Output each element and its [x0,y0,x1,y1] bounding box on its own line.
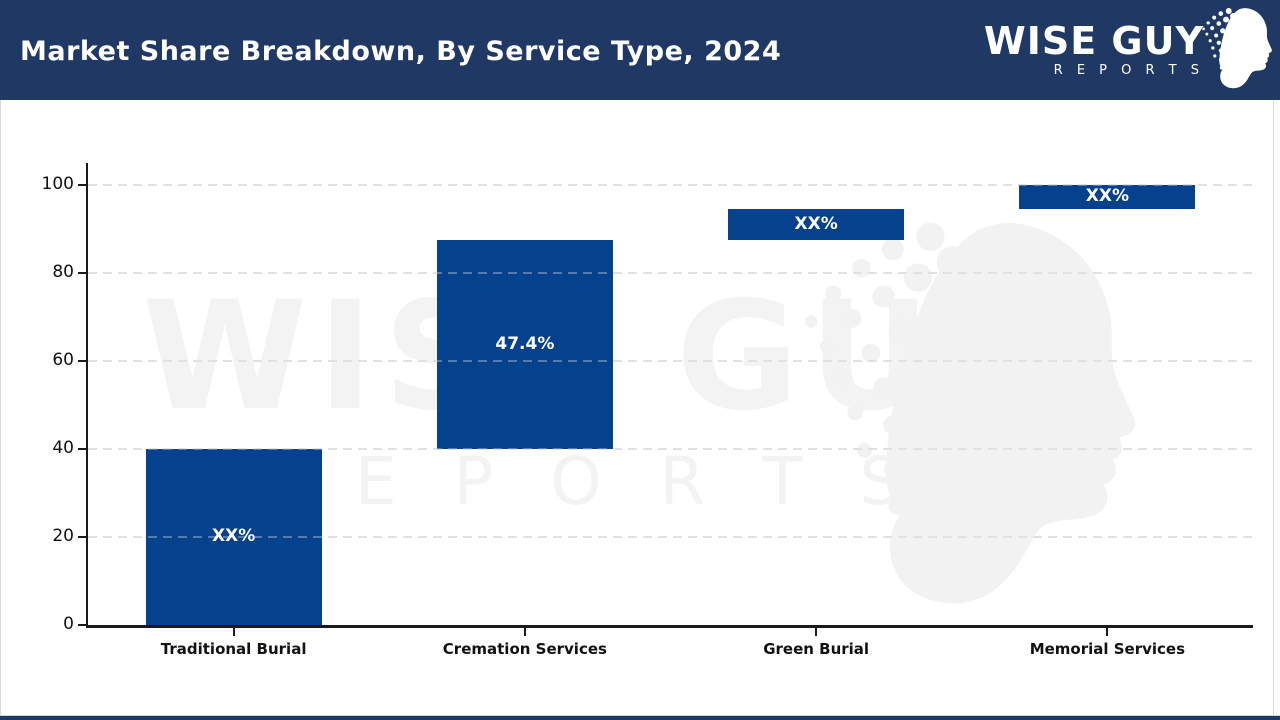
x-tick-label: Cremation Services [442,640,607,658]
header-bar: Market Share Breakdown, By Service Type,… [0,0,1280,100]
bar-traditional-burial [145,449,322,625]
y-tick [78,536,86,538]
gridline-overlay [88,360,1253,362]
x-axis-spine [86,625,1253,628]
y-tick [78,360,86,362]
footer-bar [0,716,1280,720]
bar-value-label: XX% [1085,185,1129,206]
x-tick [815,628,818,636]
wise-guy-logo: WISE GUY R E P O R T S [984,4,1276,96]
logo-face-icon [1196,7,1276,93]
x-tick-label: Green Burial [763,640,870,658]
x-tick [232,628,235,636]
y-tick [78,448,86,450]
y-tick-label: 100 [41,174,74,194]
logo-text: WISE GUY R E P O R T S [983,18,1204,79]
gridline-overlay [88,448,1253,450]
bar-green-burial [728,208,905,241]
bar-cremation-services [436,240,613,449]
y-tick-label: 40 [52,438,74,458]
y-tick-label: 80 [52,262,74,282]
y-tick [78,272,86,274]
bar-value-label: 47.4% [495,333,555,354]
y-axis-spine [86,163,88,628]
bar-memorial-services [1019,185,1196,209]
y-tick [78,624,86,626]
gridline [88,184,1253,186]
right-edge-line [1273,100,1274,715]
bar-value-label: XX% [794,213,838,234]
gridline-overlay [88,272,1253,274]
left-edge-line [0,100,1,715]
plot-area: 0 20 40 60 80 100 XX% Traditional Burial 47.4% Cr… [42,163,1253,658]
gridline-overlay [88,536,1253,538]
y-tick [78,184,86,186]
bottom-hairline [0,715,1280,716]
x-tick-label: Traditional Burial [160,640,307,658]
x-tick [523,628,526,636]
y-tick-label: 60 [52,350,74,370]
page-title: Market Share Breakdown, By Service Type,… [20,36,782,67]
logo-wordmark: WISE GUY [983,18,1204,63]
gridline [88,272,1253,274]
y-tick-label: 20 [52,526,74,546]
gridline [88,360,1253,362]
watermark-subtext: R E P O R T S [252,443,912,520]
gridline-overlay [88,184,1253,186]
x-tick [1106,628,1109,636]
x-tick-label: Memorial Services [1029,640,1186,658]
bar-value-label: XX% [212,526,256,546]
logo-subtext: R E P O R T S [1053,63,1204,79]
gridline [88,536,1253,538]
gridline [88,448,1253,450]
y-tick-label: 0 [63,614,74,634]
